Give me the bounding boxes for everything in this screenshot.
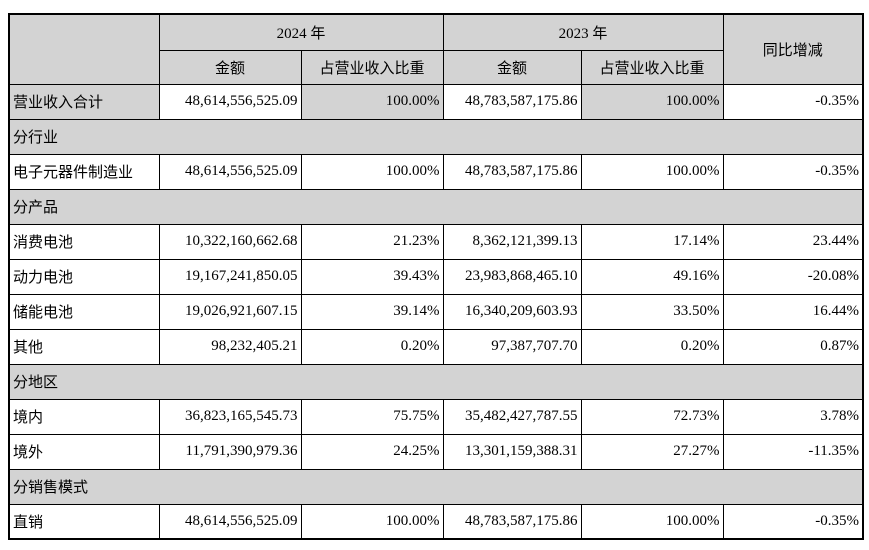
amount-2024-cell: 48,614,556,525.09: [158, 153, 302, 190]
header-row-subcolumns: 金额 占营业收入比重 金额 占营业收入比重: [9, 49, 863, 85]
amount-2023-cell: 48,783,587,175.86: [442, 83, 582, 120]
ratio-2023-cell: 0.20%: [580, 328, 724, 365]
amount-2024-header: 金额: [158, 49, 302, 85]
ratio-2023-cell: 100.00%: [580, 153, 724, 190]
ratio-2024-cell: 39.43%: [300, 258, 444, 295]
ratio-2024-cell: 75.75%: [300, 398, 444, 435]
amount-2024-cell: 98,232,405.21: [158, 328, 302, 365]
revenue-breakdown-table: 2024 年 2023 年 同比增减 金额 占营业收入比重 金额 占营业收入比重…: [8, 13, 865, 540]
amount-2023-cell: 97,387,707.70: [442, 328, 582, 365]
amount-2023-cell: 16,340,209,603.93: [442, 293, 582, 330]
ratio-2023-cell: 49.16%: [580, 258, 724, 295]
yoy-cell: 23.44%: [722, 223, 864, 260]
section-label: 分产品: [8, 188, 864, 225]
year-2024-header: 2024 年: [158, 13, 444, 51]
ratio-2023-header: 占营业收入比重: [580, 49, 724, 85]
row-label: 其他: [8, 328, 160, 365]
section-label: 分行业: [8, 118, 864, 155]
yoy-cell: 3.78%: [722, 398, 864, 435]
ratio-2023-cell: 33.50%: [580, 293, 724, 330]
table-row: 电子元器件制造业 48,614,556,525.09 100.00% 48,78…: [8, 153, 864, 190]
table-row-total: 营业收入合计 48,614,556,525.09 100.00% 48,783,…: [8, 83, 864, 120]
yoy-cell: -11.35%: [722, 433, 864, 470]
ratio-2024-cell: 39.14%: [300, 293, 444, 330]
table-row: 境内 36,823,165,545.73 75.75% 35,482,427,7…: [8, 398, 864, 435]
amount-2024-cell: 36,823,165,545.73: [158, 398, 302, 435]
row-label: 境内: [8, 398, 160, 435]
yoy-cell: -0.35%: [722, 153, 864, 190]
amount-2023-cell: 13,301,159,388.31: [442, 433, 582, 470]
ratio-2024-cell: 100.00%: [300, 153, 444, 190]
table-row: 动力电池 19,167,241,850.05 39.43% 23,983,868…: [8, 258, 864, 295]
ratio-2024-header: 占营业收入比重: [300, 49, 444, 85]
amount-2024-cell: 19,026,921,607.15: [158, 293, 302, 330]
row-label: 境外: [8, 433, 160, 470]
table-row: 其他 98,232,405.21 0.20% 97,387,707.70 0.2…: [8, 328, 864, 365]
yoy-header: 同比增减: [722, 13, 864, 85]
amount-2024-cell: 10,322,160,662.68: [158, 223, 302, 260]
amount-2023-cell: 23,983,868,465.10: [442, 258, 582, 295]
ratio-2023-cell: 72.73%: [580, 398, 724, 435]
ratio-2024-cell: 21.23%: [300, 223, 444, 260]
ratio-2024-cell: 24.25%: [300, 433, 444, 470]
ratio-2023-cell: 17.14%: [580, 223, 724, 260]
row-label: 直销: [8, 503, 160, 540]
year-2023-header: 2023 年: [442, 13, 724, 51]
amount-2024-cell: 48,614,556,525.09: [158, 83, 302, 120]
yoy-cell: 0.87%: [722, 328, 864, 365]
yoy-cell: -0.35%: [722, 503, 864, 540]
row-label: 消费电池: [8, 223, 160, 260]
corner-cell: [8, 13, 160, 85]
amount-2024-cell: 48,614,556,525.09: [158, 503, 302, 540]
amount-2023-header: 金额: [442, 49, 582, 85]
amount-2023-cell: 48,783,587,175.86: [442, 153, 582, 190]
section-row: 分产品: [8, 188, 864, 225]
section-label: 分销售模式: [8, 468, 864, 505]
ratio-2023-cell: 100.00%: [580, 83, 724, 120]
table-row: 直销 48,614,556,525.09 100.00% 48,783,587,…: [8, 503, 864, 540]
table-row: 储能电池 19,026,921,607.15 39.14% 16,340,209…: [8, 293, 864, 330]
amount-2023-cell: 8,362,121,399.13: [442, 223, 582, 260]
amount-2024-cell: 19,167,241,850.05: [158, 258, 302, 295]
section-row: 分销售模式: [8, 468, 864, 505]
ratio-2023-cell: 27.27%: [580, 433, 724, 470]
ratio-2024-cell: 0.20%: [300, 328, 444, 365]
amount-2024-cell: 11,791,390,979.36: [158, 433, 302, 470]
header-row-years: 2024 年 2023 年 同比增减: [8, 13, 864, 85]
section-row: 分行业: [8, 118, 864, 155]
row-label: 动力电池: [8, 258, 160, 295]
table-row: 消费电池 10,322,160,662.68 21.23% 8,362,121,…: [8, 223, 864, 260]
amount-2023-cell: 48,783,587,175.86: [442, 503, 582, 540]
ratio-2023-cell: 100.00%: [580, 503, 724, 540]
row-label: 电子元器件制造业: [8, 153, 160, 190]
section-label: 分地区: [8, 363, 864, 400]
ratio-2024-cell: 100.00%: [300, 83, 444, 120]
amount-2023-cell: 35,482,427,787.55: [442, 398, 582, 435]
yoy-cell: -0.35%: [722, 83, 864, 120]
yoy-cell: -20.08%: [722, 258, 864, 295]
table-row: 境外 11,791,390,979.36 24.25% 13,301,159,3…: [8, 433, 864, 470]
row-label: 储能电池: [8, 293, 160, 330]
ratio-2024-cell: 100.00%: [300, 503, 444, 540]
row-label: 营业收入合计: [8, 83, 160, 120]
section-row: 分地区: [8, 363, 864, 400]
yoy-cell: 16.44%: [722, 293, 864, 330]
